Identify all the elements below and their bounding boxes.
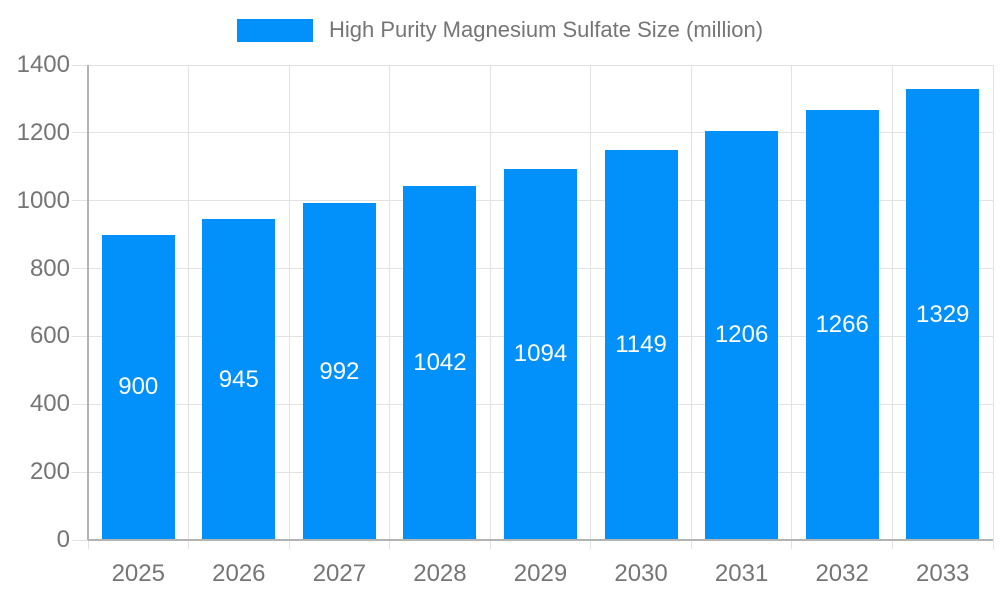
y-axis-tick — [72, 64, 88, 66]
x-axis-label: 2026 — [212, 560, 266, 587]
legend-label: High Purity Magnesium Sulfate Size (mill… — [328, 17, 764, 42]
y-axis-label: 200 — [29, 458, 70, 486]
y-axis-tick — [72, 200, 88, 202]
bar-2033: 1329 — [906, 89, 980, 540]
y-axis-label: 400 — [29, 390, 70, 418]
bar-value-label: 945 — [218, 365, 259, 393]
y-axis-tick — [72, 471, 88, 473]
bar-2029: 1094 — [504, 168, 577, 540]
v-gridline — [288, 65, 290, 549]
chart-legend: High Purity Magnesium Sulfate Size (mill… — [0, 17, 1000, 43]
h-gridline — [88, 132, 993, 134]
x-axis-label: 2025 — [111, 560, 165, 587]
x-axis-label: 2027 — [312, 560, 367, 587]
y-axis-label: 0 — [56, 526, 70, 553]
legend-swatch — [236, 18, 313, 42]
bar-value-label: 1094 — [513, 340, 568, 368]
bar-value-label: 1206 — [714, 321, 769, 349]
bar-2030: 1149 — [604, 150, 678, 540]
y-axis-label: 1000 — [16, 186, 70, 214]
x-axis-line — [88, 539, 993, 541]
bar-2028: 1042 — [403, 186, 477, 540]
plot-area: 0 200 400 600 800 1000 1200 1400 900 2025 945 2026 9… — [17, 53, 994, 587]
bar-value-label: 1149 — [615, 331, 667, 359]
y-axis-label: 800 — [29, 254, 70, 282]
v-gridline — [590, 65, 592, 549]
x-axis-label: 2032 — [815, 560, 869, 587]
bar-2027: 992 — [302, 203, 376, 540]
y-axis-tick — [72, 335, 88, 337]
bar-value-label: 1266 — [815, 311, 869, 339]
bar-value-label: 992 — [319, 357, 360, 385]
x-axis-label: 2033 — [916, 560, 970, 587]
y-axis-tick — [72, 132, 88, 134]
v-gridline — [489, 65, 491, 549]
y-axis-label: 600 — [29, 322, 70, 350]
v-gridline — [791, 65, 793, 549]
x-axis-label: 2030 — [614, 560, 668, 587]
x-axis-label: 2028 — [413, 560, 467, 587]
y-axis-line — [87, 65, 89, 540]
y-axis-tick — [72, 539, 88, 541]
bar-2031: 1206 — [705, 130, 779, 540]
v-gridline — [188, 65, 190, 549]
v-gridline — [690, 65, 692, 549]
h-gridline — [88, 64, 993, 66]
bar-2026: 945 — [202, 219, 276, 540]
v-gridline — [992, 65, 994, 549]
v-gridline — [389, 65, 391, 549]
x-axis-label: 2031 — [714, 560, 769, 587]
x-axis-label: 2029 — [513, 560, 568, 587]
v-gridline — [891, 65, 893, 549]
y-axis-tick — [72, 268, 88, 270]
bar-value-label: 1042 — [413, 349, 467, 377]
bar-2032: 1266 — [805, 110, 879, 540]
bar-2025: 900 — [101, 234, 175, 540]
y-axis-label: 1400 — [16, 51, 70, 78]
y-axis-tick — [72, 403, 88, 405]
bar-value-label: 900 — [118, 373, 159, 401]
bar-value-label: 1329 — [916, 300, 970, 328]
y-axis-label: 1200 — [16, 118, 70, 146]
